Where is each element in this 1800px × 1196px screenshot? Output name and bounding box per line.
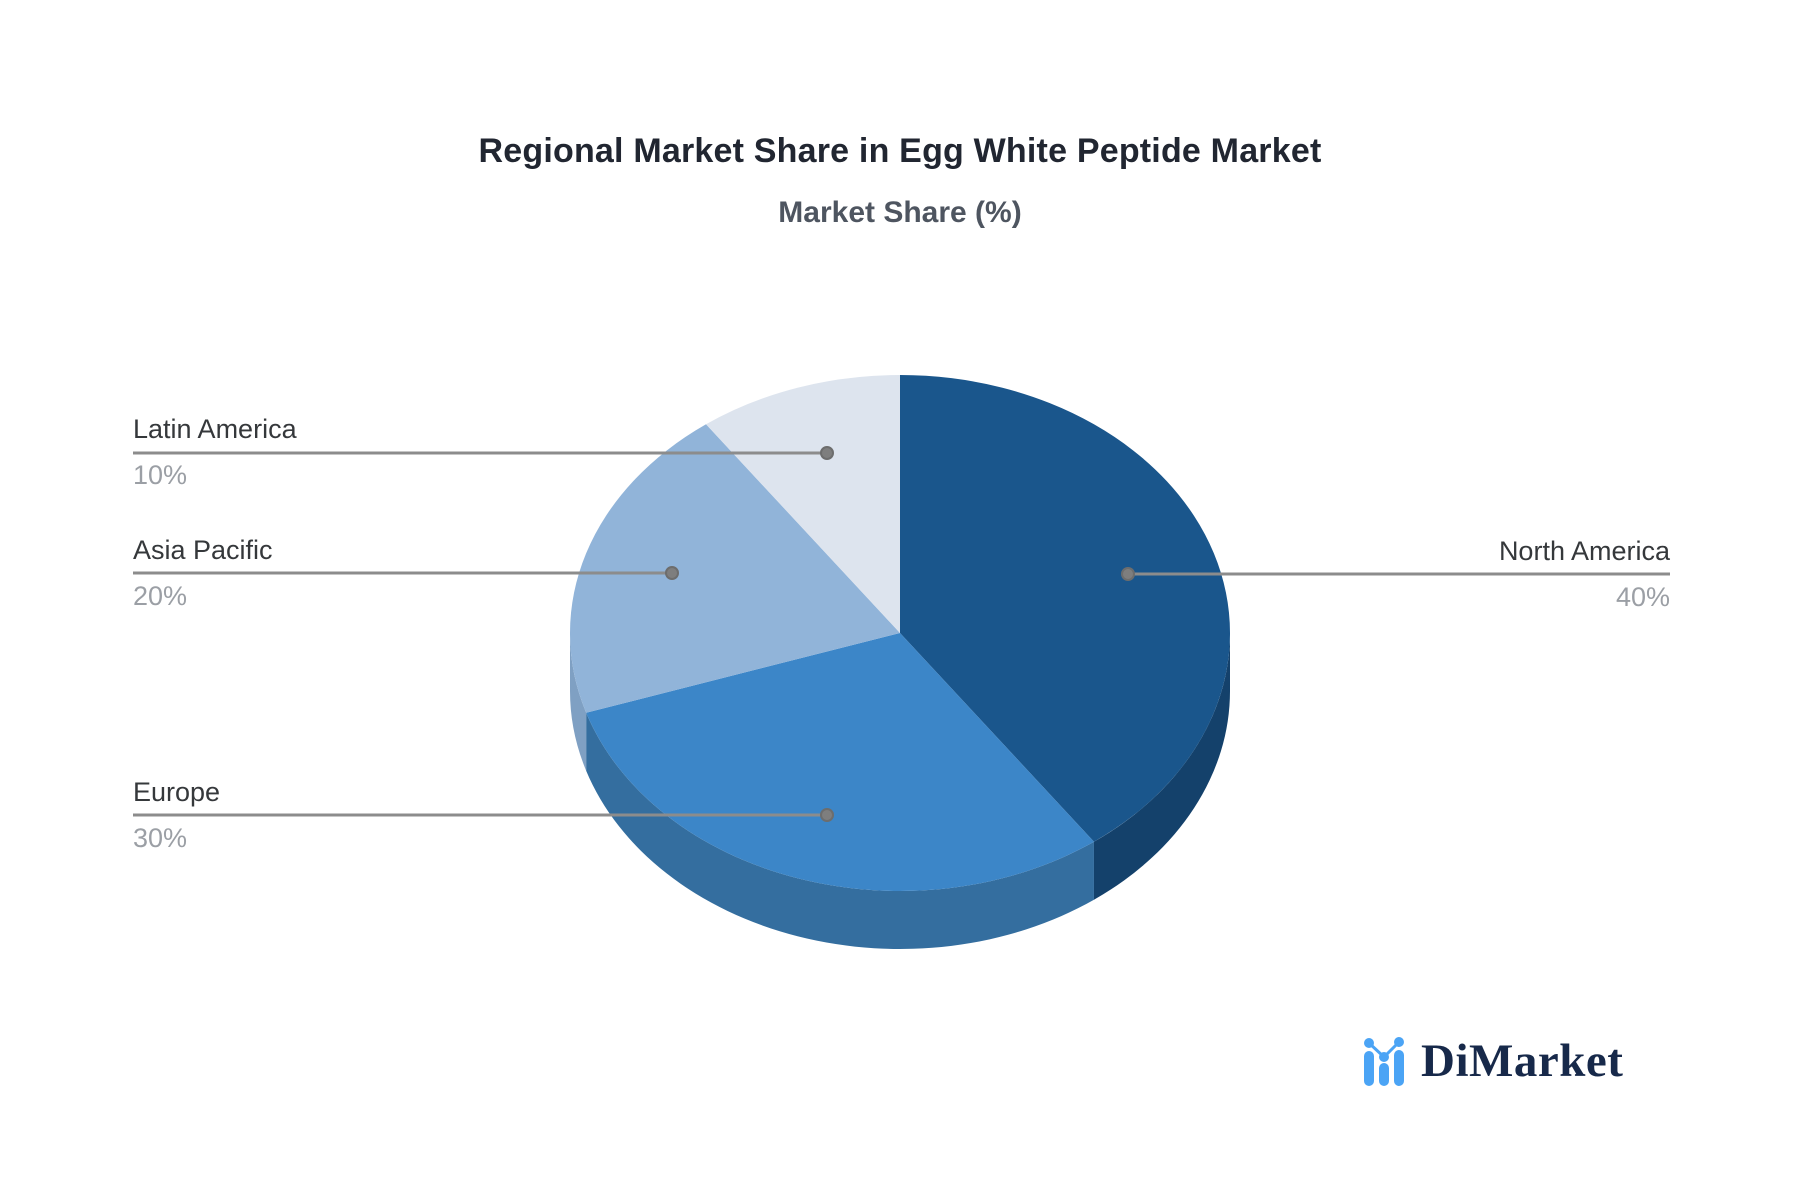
slice-label-latin-america: Latin America <box>133 414 297 444</box>
pie-slice-latin-america[interactable] <box>706 375 900 633</box>
brand-logo: DiMarket <box>1362 1036 1623 1086</box>
leader-dot-asia-pacific <box>665 566 679 580</box>
brand-logo-text: DiMarket <box>1421 1034 1624 1087</box>
chart-subtitle: Market Share (%) <box>778 196 1022 229</box>
pie-slice-side-asia-pacific <box>570 633 587 771</box>
page-title: Regional Market Share in Egg White Pepti… <box>478 132 1322 170</box>
pie-slice-side-europe <box>586 712 1094 949</box>
bar-line-chart-icon <box>1364 1037 1404 1086</box>
pie-slice-north-america[interactable] <box>900 375 1230 842</box>
leader-dot-latin-america <box>820 446 834 460</box>
pie-slice-side-north-america <box>1093 633 1230 900</box>
slice-label-asia-pacific: Asia Pacific <box>133 535 273 565</box>
slice-value-asia-pacific: 20% <box>133 581 188 611</box>
leader-dot-europe <box>820 808 834 822</box>
slice-label-europe: Europe <box>133 777 221 807</box>
pie-slice-europe[interactable] <box>586 633 1094 891</box>
slice-label-north-america: North America <box>1498 536 1670 566</box>
slice-value-north-america: 40% <box>1615 582 1670 612</box>
pie-slice-asia-pacific[interactable] <box>570 424 900 713</box>
slice-value-latin-america: 10% <box>133 460 188 490</box>
slice-value-europe: 30% <box>133 823 188 853</box>
leader-dot-north-america <box>1121 567 1135 581</box>
